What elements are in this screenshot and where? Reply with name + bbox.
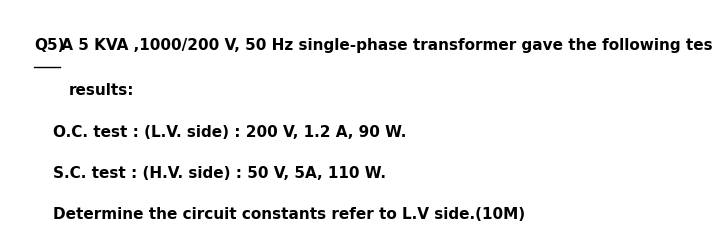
Text: S.C. test : (H.V. side) : 50 V, 5A, 110 W.: S.C. test : (H.V. side) : 50 V, 5A, 110 … [53, 165, 386, 180]
Text: Determine the circuit constants refer to L.V side.(10M): Determine the circuit constants refer to… [53, 207, 525, 222]
Text: O.C. test : (L.V. side) : 200 V, 1.2 A, 90 W.: O.C. test : (L.V. side) : 200 V, 1.2 A, … [53, 125, 406, 140]
Text: Q5): Q5) [33, 38, 64, 53]
Text: A 5 KVA ,1000/200 V, 50 Hz single-phase transformer gave the following test: A 5 KVA ,1000/200 V, 50 Hz single-phase … [56, 38, 712, 53]
Text: results:: results: [69, 83, 135, 98]
